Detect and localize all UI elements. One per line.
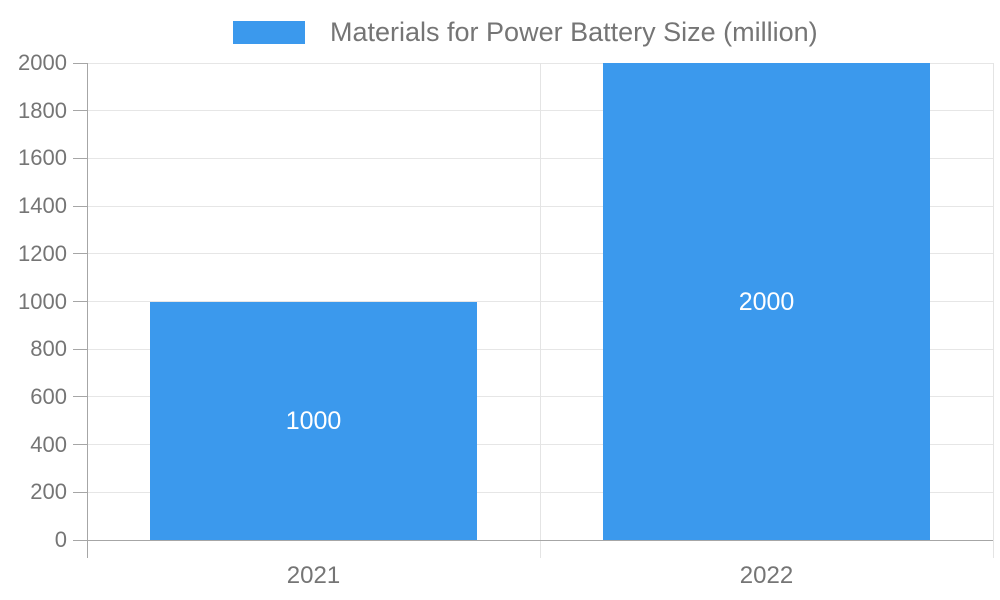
x-tick-label: 2021 [286, 562, 341, 589]
y-tick-label: 0 [54, 527, 67, 552]
legend: Materials for Power Battery Size (millio… [233, 19, 818, 46]
bar-value-label: 1000 [285, 406, 342, 435]
x-axis-line [73, 539, 993, 541]
y-tick-mark [73, 491, 87, 493]
legend-swatch [233, 21, 305, 44]
gridline-x [992, 63, 994, 558]
y-tick-mark [73, 157, 87, 159]
y-tick-mark [73, 444, 87, 446]
y-tick-mark [73, 396, 87, 398]
y-tick-label: 1200 [18, 240, 67, 266]
y-tick-mark [73, 205, 87, 207]
bar [603, 63, 930, 540]
legend-label: Materials for Power Battery Size (millio… [330, 17, 818, 47]
y-axis-line [86, 63, 88, 558]
y-tick-mark [73, 301, 87, 302]
gridline-x [539, 63, 541, 558]
y-tick-mark [73, 62, 87, 64]
y-tick-mark [73, 253, 87, 255]
y-tick-label: 600 [30, 383, 67, 409]
y-tick-label: 2000 [18, 50, 67, 75]
bar-value-label: 2000 [738, 287, 795, 316]
y-tick-label: 1800 [18, 97, 67, 123]
y-tick-label: 1000 [18, 288, 67, 314]
y-tick-label: 200 [30, 479, 67, 505]
y-tick-label: 400 [30, 431, 67, 457]
bar [150, 301, 477, 540]
y-tick-label: 1600 [18, 145, 67, 171]
y-tick-label: 1400 [18, 193, 67, 219]
y-tick-mark [73, 348, 87, 350]
x-tick-label: 2022 [739, 562, 794, 589]
y-tick-mark [73, 110, 87, 112]
y-tick-label: 800 [30, 336, 67, 362]
